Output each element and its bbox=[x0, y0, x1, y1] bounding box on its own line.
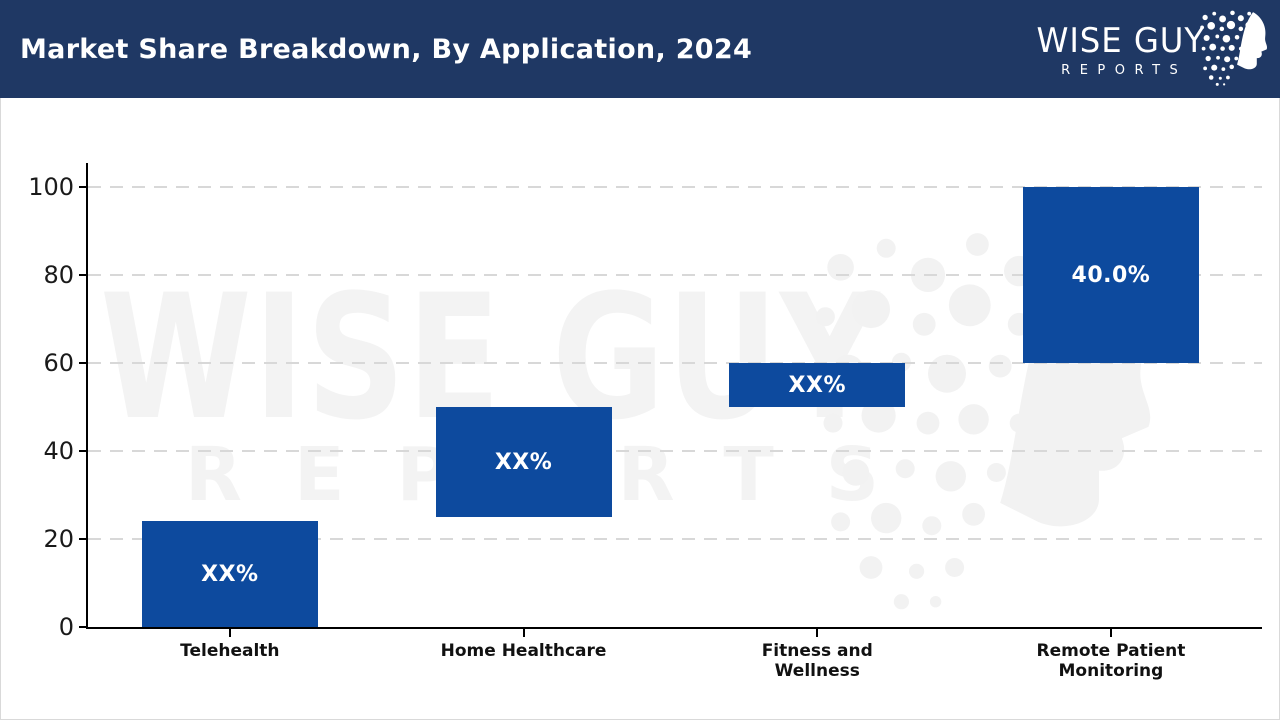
logo-text: WISE GUY REPORTS bbox=[1032, 21, 1210, 78]
bar-value-label-fitness-and-wellness: XX% bbox=[788, 372, 846, 398]
x-tick-mark-remote-patient-monitoring bbox=[1109, 629, 1112, 637]
x-tick-label-fitness-and-wellness: Fitness and Wellness bbox=[761, 641, 873, 682]
x-tick-mark-home-healthcare bbox=[522, 629, 525, 637]
logo-head-icon bbox=[1200, 10, 1268, 86]
chart-header: Market Share Breakdown, By Application, … bbox=[0, 0, 1280, 98]
y-tick-mark-60 bbox=[79, 362, 87, 364]
x-tick-label-telehealth: Telehealth bbox=[180, 641, 280, 661]
y-tick-mark-100 bbox=[79, 186, 87, 188]
x-tick-mark-fitness-and-wellness bbox=[816, 629, 819, 637]
y-tick-mark-0 bbox=[79, 626, 87, 628]
chart-title: Market Share Breakdown, By Application, … bbox=[20, 33, 753, 65]
x-tick-label-remote-patient-monitoring: Remote Patient Monitoring bbox=[1036, 641, 1186, 682]
x-tick-label-home-healthcare: Home Healthcare bbox=[440, 641, 607, 661]
bar-fitness-and-wellness: XX% bbox=[729, 363, 906, 407]
y-tick-mark-40 bbox=[79, 450, 87, 452]
logo-subtitle: REPORTS bbox=[1061, 62, 1188, 78]
wiseguy-logo: WISE GUY REPORTS bbox=[1032, 4, 1272, 94]
y-tick-label-60: 60 bbox=[43, 349, 74, 377]
bar-value-label-remote-patient-monitoring: 40.0% bbox=[1071, 262, 1151, 288]
gridline-60 bbox=[88, 362, 1262, 364]
gridline-100 bbox=[88, 186, 1262, 188]
plot-area: 0 20 40 60 80 100 XX% Telehealth XX% Home Healthc… bbox=[0, 98, 1280, 720]
gridline-20 bbox=[88, 538, 1262, 540]
gridline-80 bbox=[88, 274, 1262, 276]
y-axis-line bbox=[86, 163, 88, 629]
bar-remote-patient-monitoring: 40.0% bbox=[1022, 187, 1199, 363]
y-tick-label-40: 40 bbox=[43, 437, 74, 465]
bar-home-healthcare: XX% bbox=[435, 407, 612, 517]
x-axis-line bbox=[86, 627, 1262, 629]
y-tick-label-80: 80 bbox=[43, 261, 74, 289]
logo-wordmark: WISE GUY bbox=[1036, 20, 1206, 61]
y-tick-label-20: 20 bbox=[43, 525, 74, 553]
bar-value-label-telehealth: XX% bbox=[201, 561, 259, 587]
y-tick-mark-80 bbox=[79, 274, 87, 276]
y-tick-label-0: 0 bbox=[58, 613, 74, 641]
bar-value-label-home-healthcare: XX% bbox=[494, 449, 553, 475]
bar-telehealth: XX% bbox=[141, 521, 318, 627]
y-tick-label-100: 100 bbox=[28, 173, 74, 201]
gridline-40 bbox=[88, 450, 1262, 452]
y-tick-mark-20 bbox=[79, 538, 87, 540]
x-tick-mark-telehealth bbox=[228, 629, 231, 637]
